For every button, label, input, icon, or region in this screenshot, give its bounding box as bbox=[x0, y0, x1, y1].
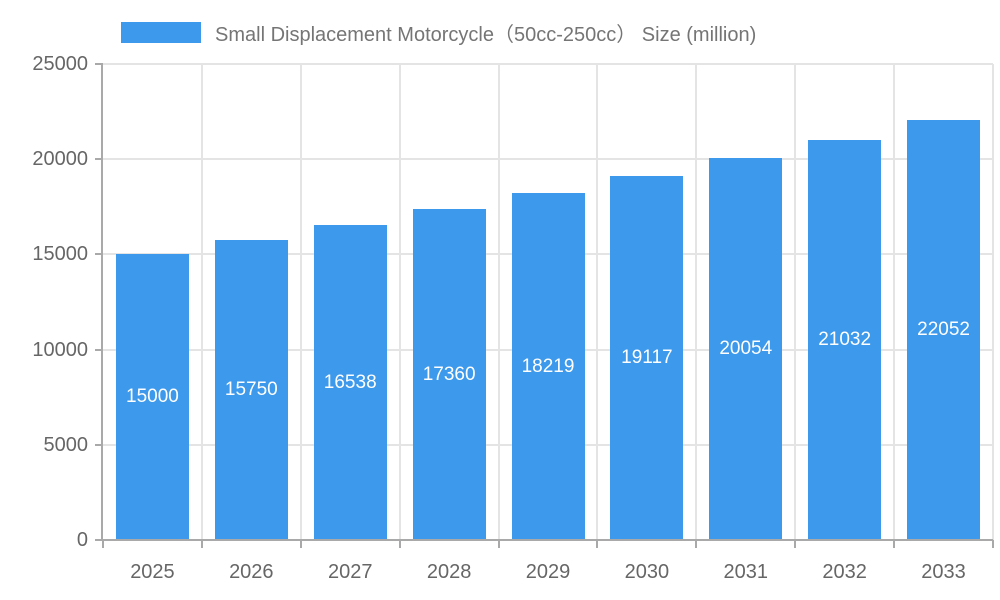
x-axis-label: 2028 bbox=[426, 561, 472, 583]
x-axis-line bbox=[101, 539, 993, 541]
x-axis-label: 2026 bbox=[229, 561, 274, 583]
y-axis-tick bbox=[95, 253, 103, 256]
bar-2033 bbox=[907, 120, 981, 540]
bar-2030 bbox=[610, 176, 684, 540]
y-axis-tick bbox=[95, 63, 103, 65]
h-gridline bbox=[103, 158, 993, 161]
x-axis-label: 2032 bbox=[822, 561, 867, 583]
y-axis-tick bbox=[95, 158, 103, 161]
legend-swatch bbox=[121, 21, 201, 43]
x-axis-label: 2025 bbox=[130, 561, 175, 583]
v-gridline bbox=[200, 64, 203, 540]
bar-value-label: 21032 bbox=[818, 328, 872, 350]
v-gridline bbox=[794, 64, 797, 540]
x-axis-label: 2033 bbox=[921, 561, 966, 583]
bar-value-label: 20054 bbox=[719, 338, 773, 360]
legend-label: Small Displacement Motorcycle（50cc-250cc… bbox=[215, 23, 757, 46]
x-axis-tick bbox=[398, 540, 401, 548]
x-axis-tick bbox=[794, 540, 797, 548]
x-axis-tick bbox=[497, 540, 500, 548]
x-axis-label: 2031 bbox=[723, 561, 769, 583]
x-axis-tick bbox=[200, 540, 203, 548]
x-axis-tick bbox=[299, 540, 302, 548]
v-gridline bbox=[893, 64, 896, 540]
x-axis-tick bbox=[992, 540, 994, 548]
y-axis-label: 20000 bbox=[32, 148, 88, 171]
x-axis-tick bbox=[893, 540, 896, 548]
y-axis-tick bbox=[95, 348, 103, 351]
y-axis-label: 0 bbox=[76, 529, 88, 551]
x-axis-label: 2027 bbox=[327, 561, 373, 583]
v-gridline bbox=[398, 64, 401, 540]
bar-value-label: 15000 bbox=[126, 386, 179, 408]
bar-2026 bbox=[214, 240, 288, 540]
bar-value-label: 22052 bbox=[917, 319, 970, 341]
v-gridline bbox=[299, 64, 302, 540]
y-axis-label: 15000 bbox=[32, 243, 88, 266]
bar-2032 bbox=[808, 139, 882, 540]
y-axis-label: 10000 bbox=[32, 338, 88, 361]
y-axis-label: 5000 bbox=[43, 433, 89, 456]
x-axis-label: 2029 bbox=[525, 561, 571, 583]
x-axis-label: 2030 bbox=[624, 561, 670, 583]
v-gridline bbox=[596, 64, 599, 540]
v-gridline bbox=[992, 64, 994, 540]
x-axis-tick bbox=[596, 540, 599, 548]
bar-2031 bbox=[709, 158, 783, 540]
h-gridline bbox=[103, 63, 993, 65]
bar-2025 bbox=[115, 254, 189, 540]
y-axis-tick bbox=[95, 539, 103, 541]
v-gridline bbox=[695, 64, 698, 540]
bar-value-label: 15750 bbox=[224, 379, 278, 401]
bar-value-label: 19117 bbox=[621, 347, 673, 368]
bar-2028 bbox=[412, 209, 486, 540]
x-axis-tick bbox=[102, 540, 104, 548]
bar-value-label: 17360 bbox=[422, 363, 476, 385]
y-axis-line bbox=[101, 64, 103, 540]
v-gridline bbox=[497, 64, 500, 540]
legend-item[interactable]: Small Displacement Motorcycle（50cc-250cc… bbox=[121, 14, 756, 50]
y-axis-tick bbox=[95, 443, 103, 446]
y-axis-label: 25000 bbox=[32, 53, 88, 75]
x-axis-tick bbox=[695, 540, 698, 548]
bar-value-label: 18219 bbox=[521, 355, 575, 377]
bar-2027 bbox=[313, 225, 387, 540]
bar-value-label: 16538 bbox=[323, 371, 377, 393]
bar-2029 bbox=[511, 193, 585, 540]
